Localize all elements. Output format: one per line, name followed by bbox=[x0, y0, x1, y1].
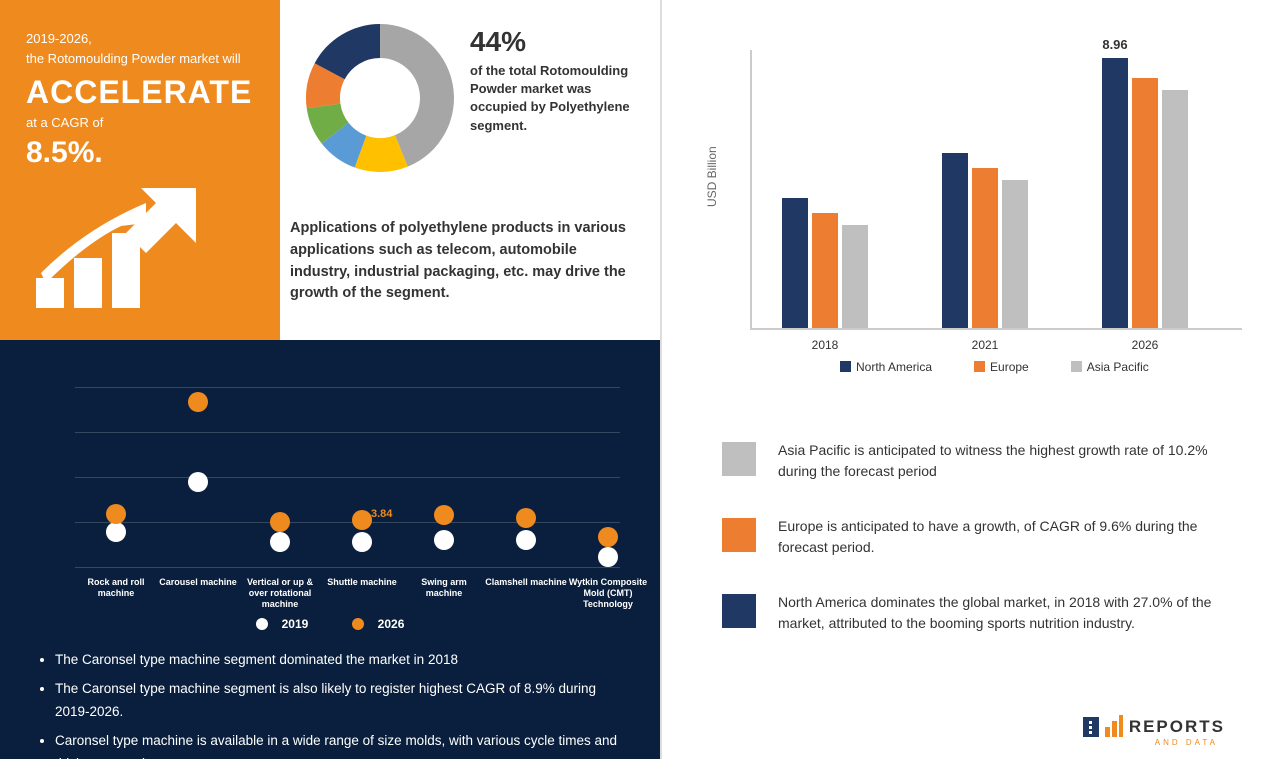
region-note: North America dominates the global marke… bbox=[722, 592, 1240, 634]
region-note: Asia Pacific is anticipated to witness t… bbox=[722, 440, 1240, 482]
logo-sub: AND DATA bbox=[1155, 738, 1218, 747]
region-color-swatch bbox=[722, 594, 756, 628]
applications-text: Applications of polyethylene products in… bbox=[290, 218, 640, 305]
region-text: Asia Pacific is anticipated to witness t… bbox=[778, 440, 1240, 482]
dot-2026 bbox=[434, 505, 454, 525]
dot-category-label: Vertical or up & over rotational machine bbox=[239, 577, 321, 609]
dot-column bbox=[567, 362, 649, 572]
bullet-list: The Caronsel type machine segment domina… bbox=[35, 649, 625, 776]
growth-arrow-icon bbox=[26, 178, 226, 318]
dot-category-label: Clamshell machine bbox=[485, 577, 567, 588]
bar bbox=[1102, 58, 1128, 328]
dot-2019 bbox=[188, 472, 208, 492]
donut-desc: of the total Rotomoulding Powder market … bbox=[470, 62, 650, 135]
dot-column bbox=[321, 362, 403, 572]
bar-chart: USD Billion 8.96 North AmericaEuropeAsia… bbox=[712, 20, 1242, 380]
accel-intro: the Rotomoulding Powder market will bbox=[26, 50, 254, 68]
dot-2026 bbox=[270, 512, 290, 532]
dot-2026 bbox=[352, 510, 372, 530]
bar-category-label: 2018 bbox=[770, 338, 880, 352]
legend-2019: 2019 bbox=[282, 617, 309, 631]
accel-pct: 8.5%. bbox=[26, 136, 254, 170]
bar bbox=[782, 198, 808, 328]
dot-2019 bbox=[598, 547, 618, 567]
dot-category-label: Swing arm machine bbox=[403, 577, 485, 599]
bar-legend-item: North America bbox=[826, 360, 932, 374]
dark-panel: Rock and roll machineCarousel machineVer… bbox=[0, 340, 660, 759]
dot-2019 bbox=[106, 522, 126, 542]
bar-plot: 8.96 bbox=[750, 50, 1242, 330]
bar bbox=[842, 225, 868, 328]
dot-2019 bbox=[352, 532, 372, 552]
dot-category-label: Shuttle machine bbox=[321, 577, 403, 588]
dot-chart: Rock and roll machineCarousel machineVer… bbox=[35, 362, 625, 617]
dot-column bbox=[157, 362, 239, 572]
donut-caption: 44% of the total Rotomoulding Powder mar… bbox=[470, 26, 650, 135]
accel-word: ACCELERATE bbox=[26, 74, 254, 111]
bar bbox=[1002, 180, 1028, 328]
logo-text: REPORTS bbox=[1129, 717, 1225, 737]
bar bbox=[972, 168, 998, 328]
dot-2019 bbox=[270, 532, 290, 552]
dot-column bbox=[485, 362, 567, 572]
dot-2026 bbox=[516, 508, 536, 528]
bar-category-label: 2021 bbox=[930, 338, 1040, 352]
dot-category-label: Carousel machine bbox=[157, 577, 239, 588]
accel-period: 2019-2026, bbox=[26, 30, 254, 48]
bar bbox=[812, 213, 838, 328]
dot-2026 bbox=[598, 527, 618, 547]
left-column: 2019-2026, the Rotomoulding Powder marke… bbox=[0, 0, 660, 759]
bar bbox=[1132, 78, 1158, 328]
dot-column bbox=[403, 362, 485, 572]
donut-pct: 44% bbox=[470, 26, 650, 58]
accel-sub: at a CAGR of bbox=[26, 115, 254, 130]
region-color-swatch bbox=[722, 442, 756, 476]
bullet-item: The Caronsel type machine segment domina… bbox=[55, 649, 625, 672]
region-notes: Asia Pacific is anticipated to witness t… bbox=[722, 440, 1240, 668]
bar-legend: North America Europe Asia Pacific bbox=[812, 360, 1163, 374]
bar-legend-item: Europe bbox=[960, 360, 1029, 374]
dot-value-label: 3.84 bbox=[371, 508, 392, 520]
bar-ylabel: USD Billion bbox=[705, 146, 719, 207]
dot-column bbox=[75, 362, 157, 572]
logo: REPORTS bbox=[1083, 713, 1225, 741]
right-column: USD Billion 8.96 North America Europe Asia… bbox=[660, 0, 1280, 759]
dot-2026 bbox=[188, 392, 208, 412]
bullet-item: Caronsel type machine is available in a … bbox=[55, 730, 625, 776]
dot-2019 bbox=[434, 530, 454, 550]
bar-legend-item: Asia Pacific bbox=[1057, 360, 1149, 374]
dot-2019 bbox=[516, 530, 536, 550]
dot-category-label: Rock and roll machine bbox=[75, 577, 157, 599]
bar-category-label: 2026 bbox=[1090, 338, 1200, 352]
bar bbox=[942, 153, 968, 328]
dot-2026 bbox=[106, 504, 126, 524]
region-note: Europe is anticipated to have a growth, … bbox=[722, 516, 1240, 558]
dot-legend: 2019 2026 bbox=[35, 617, 625, 631]
donut-chart bbox=[300, 18, 460, 183]
logo-icon bbox=[1083, 713, 1123, 741]
accelerate-box: 2019-2026, the Rotomoulding Powder marke… bbox=[0, 0, 280, 340]
bar bbox=[1162, 90, 1188, 328]
region-color-swatch bbox=[722, 518, 756, 552]
region-text: North America dominates the global marke… bbox=[778, 592, 1240, 634]
legend-2026: 2026 bbox=[378, 617, 405, 631]
bullet-item: The Caronsel type machine segment is als… bbox=[55, 678, 625, 724]
region-text: Europe is anticipated to have a growth, … bbox=[778, 516, 1240, 558]
dot-column bbox=[239, 362, 321, 572]
dot-category-label: Wytkin Composite Mold (CMT) Technology bbox=[567, 577, 649, 609]
bar-value-label: 8.96 bbox=[1095, 37, 1135, 52]
